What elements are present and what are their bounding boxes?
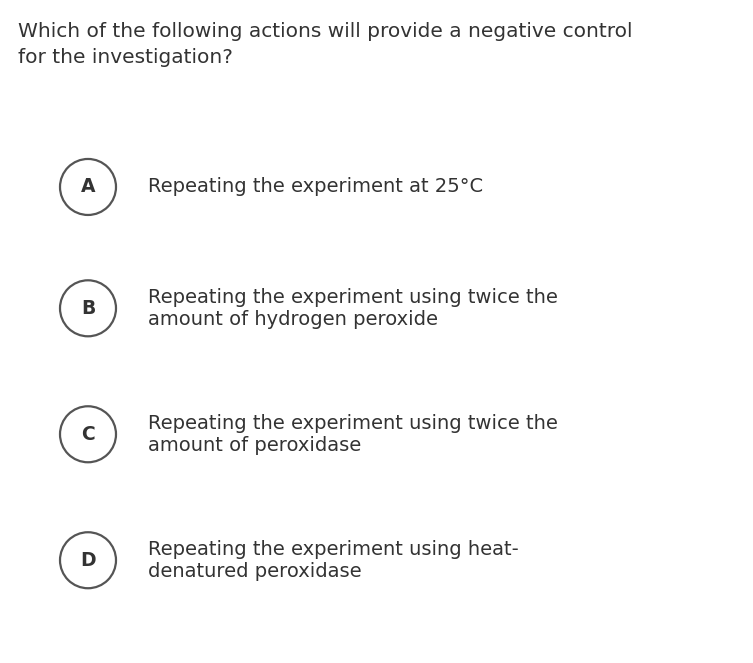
- Text: A: A: [81, 178, 95, 196]
- Text: amount of peroxidase: amount of peroxidase: [148, 436, 361, 455]
- Text: D: D: [80, 551, 96, 570]
- Text: for the investigation?: for the investigation?: [18, 48, 233, 67]
- Text: denatured peroxidase: denatured peroxidase: [148, 562, 361, 581]
- Text: C: C: [81, 425, 95, 444]
- Text: amount of hydrogen peroxide: amount of hydrogen peroxide: [148, 310, 438, 329]
- Text: Repeating the experiment at 25°C: Repeating the experiment at 25°C: [148, 178, 483, 196]
- Text: Repeating the experiment using heat-: Repeating the experiment using heat-: [148, 540, 519, 559]
- Text: B: B: [81, 299, 95, 318]
- Text: Repeating the experiment using twice the: Repeating the experiment using twice the: [148, 288, 558, 307]
- Text: Repeating the experiment using twice the: Repeating the experiment using twice the: [148, 414, 558, 433]
- Text: Which of the following actions will provide a negative control: Which of the following actions will prov…: [18, 22, 633, 41]
